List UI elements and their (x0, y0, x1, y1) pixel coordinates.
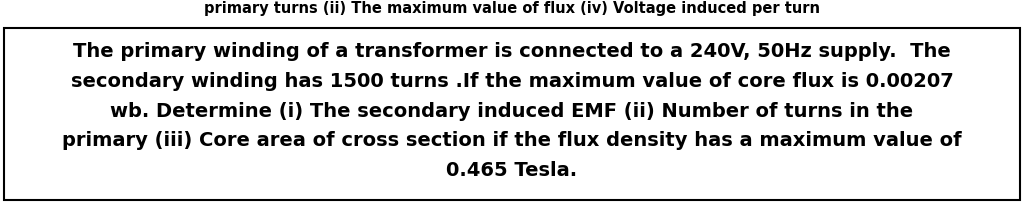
Text: wb. Determine (i) The secondary induced EMF (ii) Number of turns in the: wb. Determine (i) The secondary induced … (111, 102, 913, 121)
Text: primary turns (ii) The maximum value of flux (iv) Voltage induced per turn: primary turns (ii) The maximum value of … (204, 0, 820, 15)
Text: 0.465 Tesla.: 0.465 Tesla. (446, 162, 578, 180)
Text: primary (iii) Core area of cross section if the flux density has a maximum value: primary (iii) Core area of cross section… (62, 131, 962, 151)
Text: The primary winding of a transformer is connected to a 240V, 50Hz supply.  The: The primary winding of a transformer is … (73, 41, 951, 61)
Bar (4, 28, 1020, 200)
Text: secondary winding has 1500 turns .If the maximum value of core flux is 0.00207: secondary winding has 1500 turns .If the… (71, 71, 953, 90)
